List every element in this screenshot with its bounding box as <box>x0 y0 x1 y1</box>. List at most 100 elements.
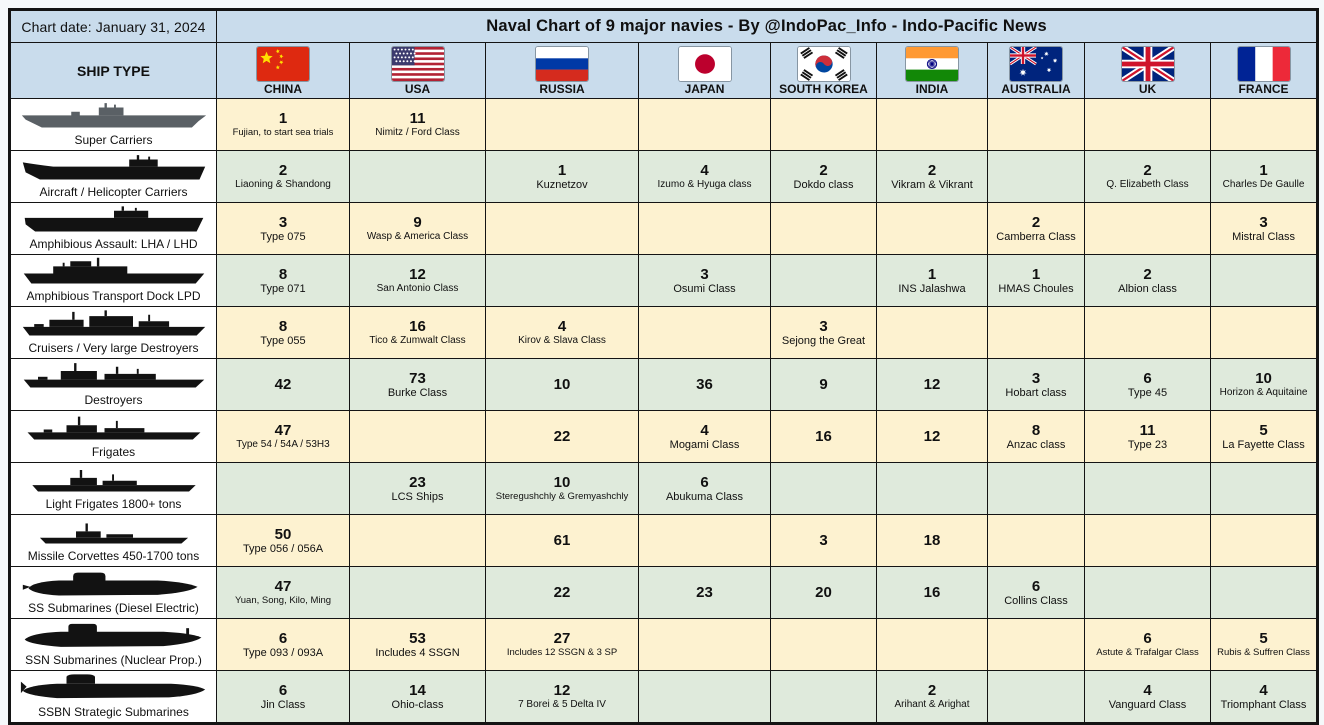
amphibious-assault-silhouette-icon <box>19 205 209 238</box>
ship-count: 3 <box>700 266 709 283</box>
table-cell: 16 <box>770 410 877 463</box>
ship-count: 1 <box>927 266 937 283</box>
table-row: Aircraft / Helicopter Carriers 2 Liaoning … <box>9 150 1319 203</box>
table-cell <box>1084 462 1211 515</box>
country-name: RUSSIA <box>539 82 585 96</box>
super-carrier-silhouette-icon <box>19 101 209 134</box>
ship-count: 22 <box>553 428 571 445</box>
table-cell: 2 Albion class <box>1084 254 1211 307</box>
table-cell: 6 Type 093 / 093A <box>216 618 350 671</box>
ship-class-note: Includes 12 SSGN & 3 SP <box>506 647 618 658</box>
ship-count: 23 <box>409 474 426 491</box>
table-cell <box>1084 202 1211 255</box>
ship-count: 8 <box>278 266 288 283</box>
country-header-content: RUSSIA <box>487 44 638 98</box>
ship-class-note: Type 071 <box>260 283 306 295</box>
table-cell <box>638 670 771 724</box>
table-cell: 11 Type 23 <box>1084 410 1211 463</box>
ship-count: 10 <box>553 376 571 393</box>
table-cell <box>638 98 771 151</box>
ship-count: 16 <box>409 318 426 335</box>
table-cell: 6 Astute & Trafalgar Class <box>1084 618 1211 671</box>
ship-count: 16 <box>923 584 941 601</box>
table-cell <box>485 202 639 255</box>
ship-class-note: Type 45 <box>1127 387 1168 399</box>
country-header-japan: JAPAN <box>638 42 771 99</box>
ship-type-ss-submarines-diesel-electric: SS Submarines (Diesel Electric) <box>9 566 217 619</box>
table-row: Cruisers / Very large Destroyers 8 Type 05… <box>9 306 1319 359</box>
ship-type-content: Missile Corvettes 450-1700 tons <box>11 516 216 566</box>
country-name: INDIA <box>915 82 949 96</box>
table-cell: 16 <box>876 566 988 619</box>
table-cell: 3 Mistral Class <box>1209 202 1319 255</box>
ship-type-content: Destroyers <box>11 360 216 410</box>
ss-submarine-silhouette-icon <box>19 569 209 602</box>
country-name: USA <box>404 82 431 96</box>
ship-class-note: Liaoning & Shandong <box>235 179 331 190</box>
table-row: SSBN Strategic Submarines 6 Jin Class 14 Ohi… <box>9 670 1319 724</box>
ship-class-note: Izumo & Hyuga class <box>657 179 752 190</box>
ship-count: 3 <box>819 318 828 335</box>
ship-type-label: Missile Corvettes 450-1700 tons <box>27 549 200 563</box>
ship-type-missile-corvettes-450-1700-tons: Missile Corvettes 450-1700 tons <box>9 514 217 567</box>
ship-class-note: La Fayette Class <box>1222 439 1305 451</box>
table-cell: 2 Q. Elizabeth Class <box>1084 150 1211 203</box>
ship-class-note: Rubis & Suffren Class <box>1217 647 1310 658</box>
table-cell: 6 Collins Class <box>987 566 1085 619</box>
table-cell <box>485 98 639 151</box>
country-name: SOUTH KOREA <box>779 82 868 96</box>
ship-class-note: Mogami Class <box>669 439 740 451</box>
ship-count: 2 <box>1143 266 1152 283</box>
table-cell: 3 Sejong the Great <box>770 306 877 359</box>
ship-count: 2 <box>278 162 288 179</box>
ship-type-label: Super Carriers <box>74 133 153 147</box>
table-cell: 9 <box>770 358 877 411</box>
table-cell <box>770 462 877 515</box>
ship-count: 42 <box>274 376 292 393</box>
frigate-silhouette-icon <box>19 413 209 446</box>
table-cell: 9 Wasp & America Class <box>349 202 486 255</box>
ship-class-note: Triomphant Class <box>1220 699 1307 711</box>
naval-chart-table: Chart date: January 31, 2024 Naval Chart… <box>8 8 1320 725</box>
country-header-uk: UK <box>1084 42 1211 99</box>
table-cell: 2 Vikram & Vikrant <box>876 150 988 203</box>
table-cell <box>987 462 1085 515</box>
ship-class-note: Yuan, Song, Kilo, Ming <box>234 595 332 606</box>
ship-type-content: Cruisers / Very large Destroyers <box>11 308 216 358</box>
ship-count: 50 <box>274 526 292 543</box>
table-cell <box>349 566 486 619</box>
table-row: Amphibious Transport Dock LPD 8 Type 071 1 2… <box>9 254 1319 307</box>
table-cell: 2 Arihant & Arighat <box>876 670 988 724</box>
table-cell <box>638 306 771 359</box>
ship-count: 3 <box>1031 370 1041 387</box>
ship-count: 10 <box>553 474 571 491</box>
ship-class-note: Dokdo class <box>793 179 854 191</box>
ship-type-ssbn-strategic-submarines: SSBN Strategic Submarines <box>9 670 217 724</box>
table-cell: 23 <box>638 566 771 619</box>
table-cell: 73 Burke Class <box>349 358 486 411</box>
ship-count: 11 <box>409 110 426 127</box>
ship-class-note: Horizon & Aquitaine <box>1219 387 1308 398</box>
table-cell: 3 Hobart class <box>987 358 1085 411</box>
ship-count: 22 <box>553 584 571 601</box>
ship-type-label: Destroyers <box>84 393 143 407</box>
table-cell <box>1209 98 1319 151</box>
ship-type-content: Amphibious Transport Dock LPD <box>11 256 216 306</box>
ship-class-note: Nimitz / Ford Class <box>375 127 460 138</box>
table-row: Frigates 47 Type 54 / 54A / 53H3 22 4 Mogami … <box>9 410 1319 463</box>
ship-count: 12 <box>923 376 941 393</box>
table-cell: 4 Mogami Class <box>638 410 771 463</box>
ship-count: 9 <box>413 214 422 231</box>
table-row: Light Frigates 1800+ tons 23 LCS Ships 10 St… <box>9 462 1319 515</box>
india-flag-icon <box>906 47 958 81</box>
ship-count: 1 <box>557 162 567 179</box>
ship-count: 5 <box>1259 630 1268 647</box>
table-cell: 2 Dokdo class <box>770 150 877 203</box>
ship-class-note: Jin Class <box>260 699 306 711</box>
ship-class-note: LCS Ships <box>391 491 444 503</box>
ship-count: 53 <box>409 630 426 647</box>
table-cell: 4 Triomphant Class <box>1209 670 1319 724</box>
ship-class-note: Type 54 / 54A / 53H3 <box>236 439 330 450</box>
table-cell: 61 <box>485 514 639 567</box>
ship-count: 16 <box>815 428 832 445</box>
